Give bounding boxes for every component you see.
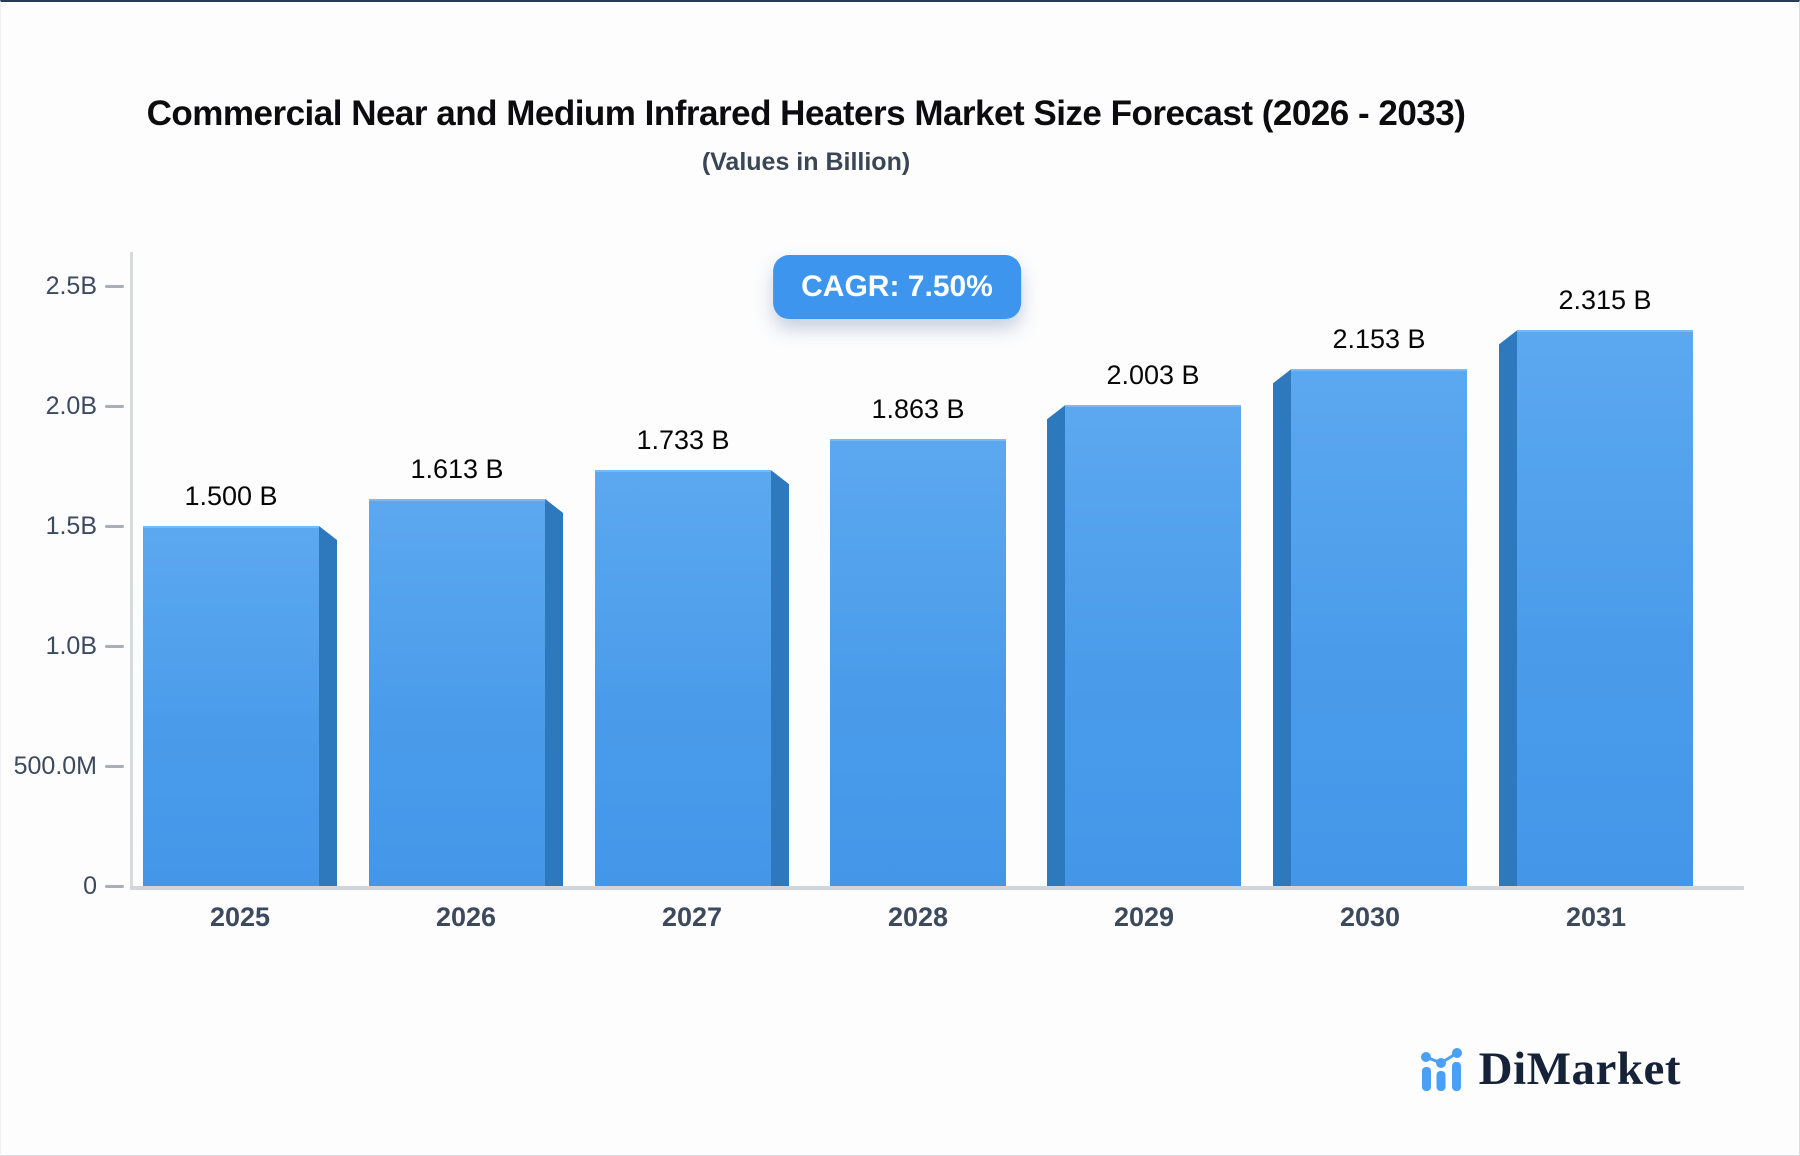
y-tick-label: 500.0M bbox=[13, 752, 97, 780]
y-tick-label: 1.5B bbox=[45, 512, 97, 540]
y-tick-label: 2.0B bbox=[45, 392, 97, 420]
bar bbox=[1291, 369, 1467, 886]
chart-subtitle: (Values in Billion) bbox=[701, 148, 911, 176]
y-tick-mark bbox=[105, 765, 124, 768]
bar-side-face bbox=[319, 526, 337, 886]
y-tick-label: 1.0B bbox=[45, 632, 97, 660]
bar bbox=[1517, 330, 1693, 886]
x-axis-category-label: 2029 bbox=[1113, 902, 1175, 932]
bar-value-label: 2.003 B bbox=[1106, 360, 1200, 391]
y-tick-mark bbox=[105, 885, 124, 888]
y-tick-mark bbox=[105, 405, 124, 408]
bar-value-label: 1.500 B bbox=[184, 481, 278, 511]
bar-chart-logo-icon bbox=[1420, 1047, 1466, 1093]
bar bbox=[595, 470, 771, 886]
x-axis-category-label: 2027 bbox=[661, 902, 723, 932]
y-tick-label: 2.5B bbox=[45, 272, 97, 300]
bar-value-label: 2.315 B bbox=[1558, 285, 1652, 316]
bar-value-label: 2.153 B bbox=[1332, 324, 1426, 355]
bar bbox=[1065, 405, 1241, 886]
bar-value-label: 1.733 B bbox=[636, 425, 730, 456]
x-axis-category-label: 2028 bbox=[887, 902, 949, 932]
x-axis-category-label: 2030 bbox=[1339, 902, 1401, 932]
brand-name: DiMarket bbox=[1478, 1043, 1681, 1095]
bar-side-face bbox=[1047, 405, 1065, 886]
x-axis-category-label: 2026 bbox=[435, 902, 497, 932]
cagr-badge: CAGR: 7.50% bbox=[773, 255, 1021, 319]
chart-title: Commercial Near and Medium Infrared Heat… bbox=[146, 94, 1466, 133]
y-tick-mark bbox=[105, 285, 124, 288]
x-axis-baseline bbox=[130, 886, 1744, 890]
bar-side-face bbox=[771, 470, 789, 886]
y-tick-label: 0 bbox=[83, 872, 97, 900]
bar bbox=[830, 438, 1006, 886]
bar-side-face bbox=[545, 498, 563, 886]
bar bbox=[369, 498, 545, 886]
y-tick-mark bbox=[105, 525, 124, 528]
x-axis-category-label: 2025 bbox=[209, 902, 271, 932]
brand-logo: DiMarket bbox=[1420, 1046, 1681, 1093]
bar bbox=[143, 526, 319, 886]
y-axis-line bbox=[130, 252, 133, 889]
bar-side-face bbox=[1499, 330, 1517, 886]
bar-side-face bbox=[1273, 369, 1291, 886]
y-tick-mark bbox=[105, 645, 124, 648]
x-axis-category-label: 2031 bbox=[1565, 902, 1627, 932]
bar-value-label: 1.613 B bbox=[410, 453, 504, 484]
bar-value-label: 1.863 B bbox=[871, 393, 965, 424]
